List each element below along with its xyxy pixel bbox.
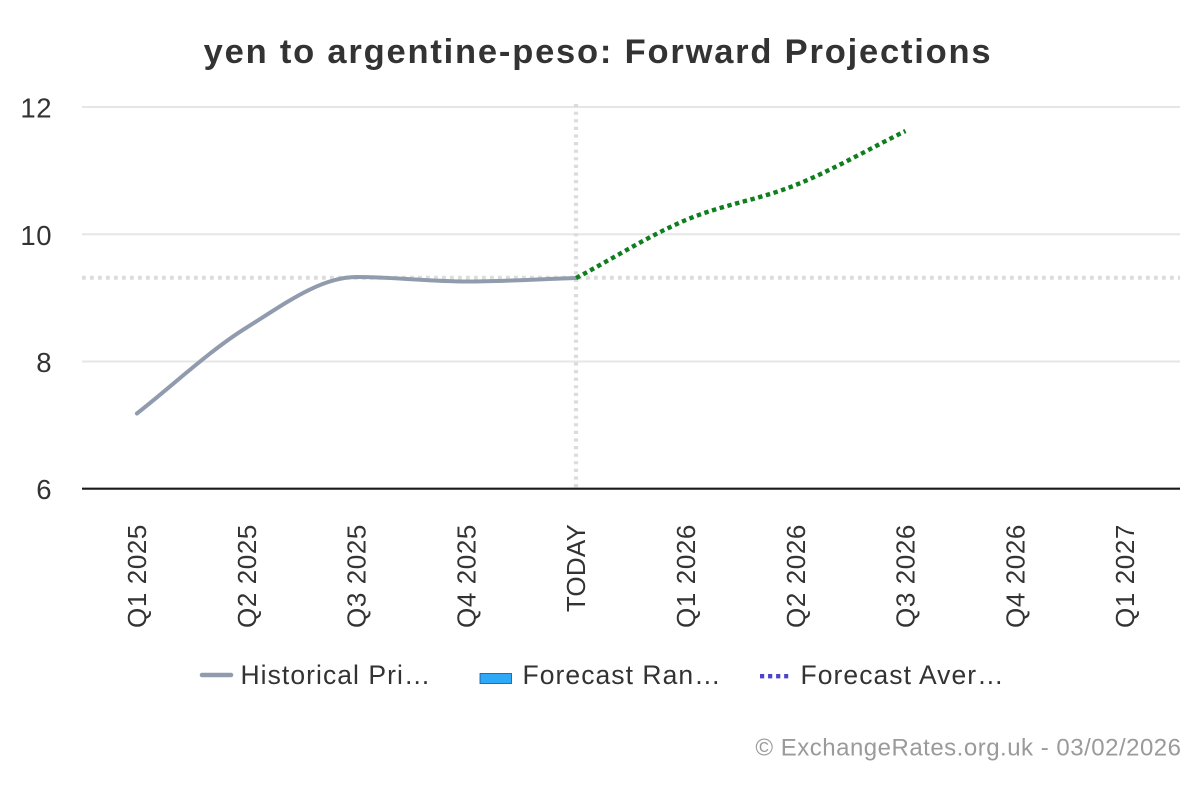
svg-text:8: 8 [36, 347, 52, 378]
svg-text:Q2 2025: Q2 2025 [232, 524, 262, 628]
svg-text:Forecast Ran…: Forecast Ran… [523, 660, 722, 690]
svg-text:Q4 2026: Q4 2026 [1000, 524, 1030, 628]
svg-text:TODAY: TODAY [561, 524, 591, 612]
svg-text:Q2 2026: Q2 2026 [781, 524, 811, 628]
svg-text:yen to argentine-peso: Forward: yen to argentine-peso: Forward Projectio… [204, 33, 993, 71]
svg-text:Historical Pri…: Historical Pri… [241, 660, 432, 690]
svg-text:Q1 2025: Q1 2025 [122, 524, 152, 628]
svg-text:Forecast Aver…: Forecast Aver… [801, 660, 1005, 690]
svg-text:Q4 2025: Q4 2025 [451, 524, 481, 628]
svg-text:Q1 2027: Q1 2027 [1110, 524, 1140, 628]
svg-text:Q3 2026: Q3 2026 [891, 524, 921, 628]
svg-text:Q1 2026: Q1 2026 [671, 524, 701, 628]
svg-text:10: 10 [20, 220, 52, 251]
svg-text:© ExchangeRates.org.uk - 03/02: © ExchangeRates.org.uk - 03/02/2026 [755, 735, 1181, 762]
svg-text:6: 6 [36, 474, 52, 505]
svg-text:Q3 2025: Q3 2025 [342, 524, 372, 628]
svg-text:12: 12 [20, 93, 52, 124]
